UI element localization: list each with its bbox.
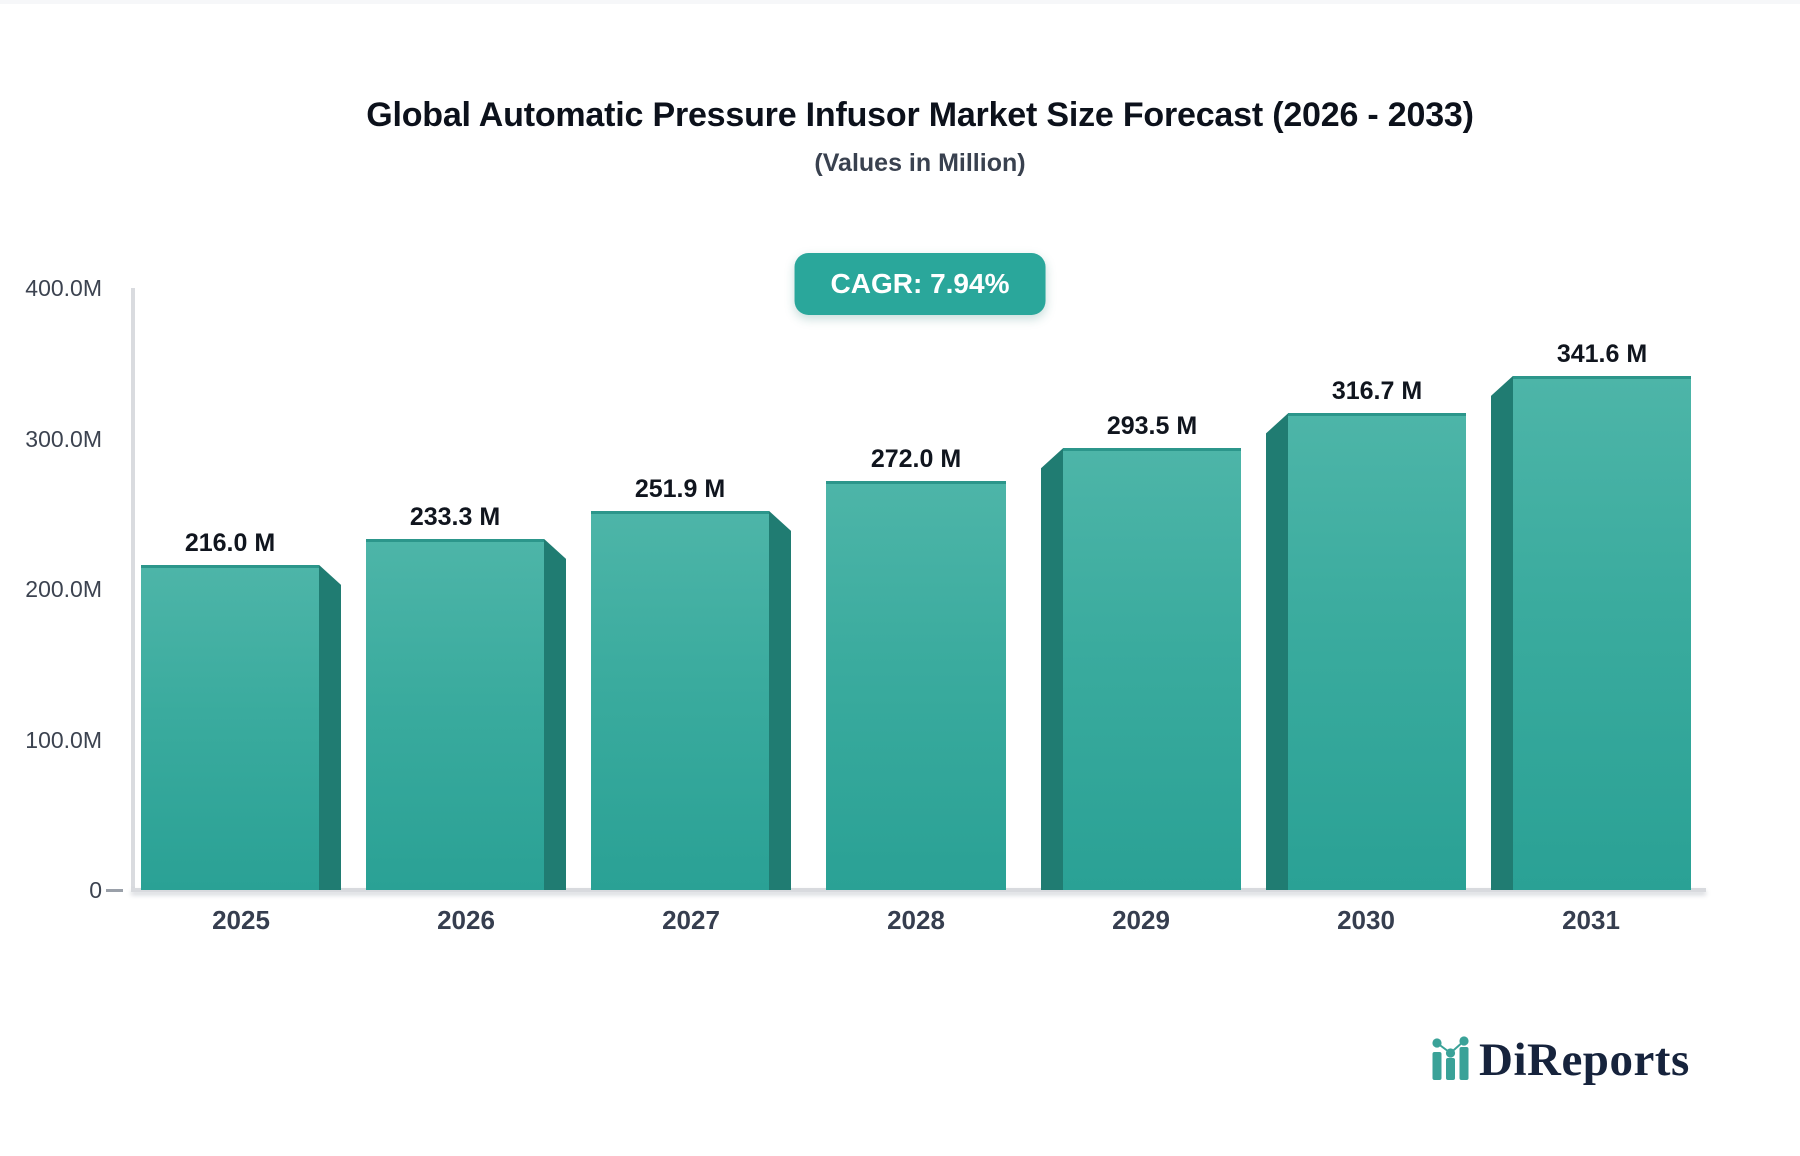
cagr-badge: CAGR: 7.94% [794, 253, 1046, 315]
x-category-label: 2030 [1337, 905, 1395, 935]
x-category-label: 2025 [212, 905, 270, 935]
y-axis-line [131, 288, 135, 892]
bar-face-2028 [826, 480, 1006, 890]
bar-side-2031 [1491, 375, 1513, 890]
x-category-label: 2029 [1112, 905, 1170, 935]
bar-value-label: 216.0 M [184, 528, 276, 557]
bar-value-label: 341.6 M [1556, 339, 1648, 368]
bar-value-label: 233.3 M [409, 502, 501, 531]
x-axis-line [131, 888, 1706, 892]
chart-title: Global Automatic Pressure Infusor Market… [366, 96, 1474, 134]
x-category-label: 2026 [437, 905, 495, 935]
bar-face-2031 [1513, 375, 1691, 890]
top-edge-strip [0, 0, 1800, 4]
x-category-label: 2028 [887, 905, 945, 935]
bar-face-2029 [1063, 448, 1241, 890]
bar-side-2027 [769, 510, 791, 890]
y-tick-label: 100.0M [25, 726, 102, 753]
y-tick-label: 0 [89, 877, 102, 903]
bar-side-2029 [1041, 448, 1063, 890]
y-tick-label: 300.0M [25, 425, 102, 452]
logo-text: DiReports [1479, 1034, 1690, 1086]
y-tick-dash [106, 889, 123, 892]
bar-side-2026 [544, 538, 566, 890]
bar-face-2030 [1288, 413, 1466, 890]
logo: DiReports [1430, 1036, 1690, 1084]
y-tick-label: 400.0M [25, 275, 102, 301]
bar-face-2027 [591, 510, 769, 890]
bar-value-label: 251.9 M [634, 474, 726, 503]
bar-side-2025 [319, 564, 341, 890]
bar-value-label: 272.0 M [870, 444, 962, 473]
bar-face-2026 [366, 538, 544, 890]
y-tick-label: 200.0M [25, 576, 102, 602]
bar-value-label: 293.5 M [1106, 412, 1198, 441]
bar-value-label: 316.7 M [1331, 377, 1423, 406]
bar-chart-logo-icon [1432, 1036, 1469, 1080]
x-category-label: 2031 [1562, 905, 1620, 935]
bar-side-2030 [1266, 413, 1288, 890]
x-category-label: 2027 [662, 905, 720, 935]
bar-face-2025 [141, 564, 319, 890]
chart-subtitle: (Values in Million) [814, 149, 1026, 177]
